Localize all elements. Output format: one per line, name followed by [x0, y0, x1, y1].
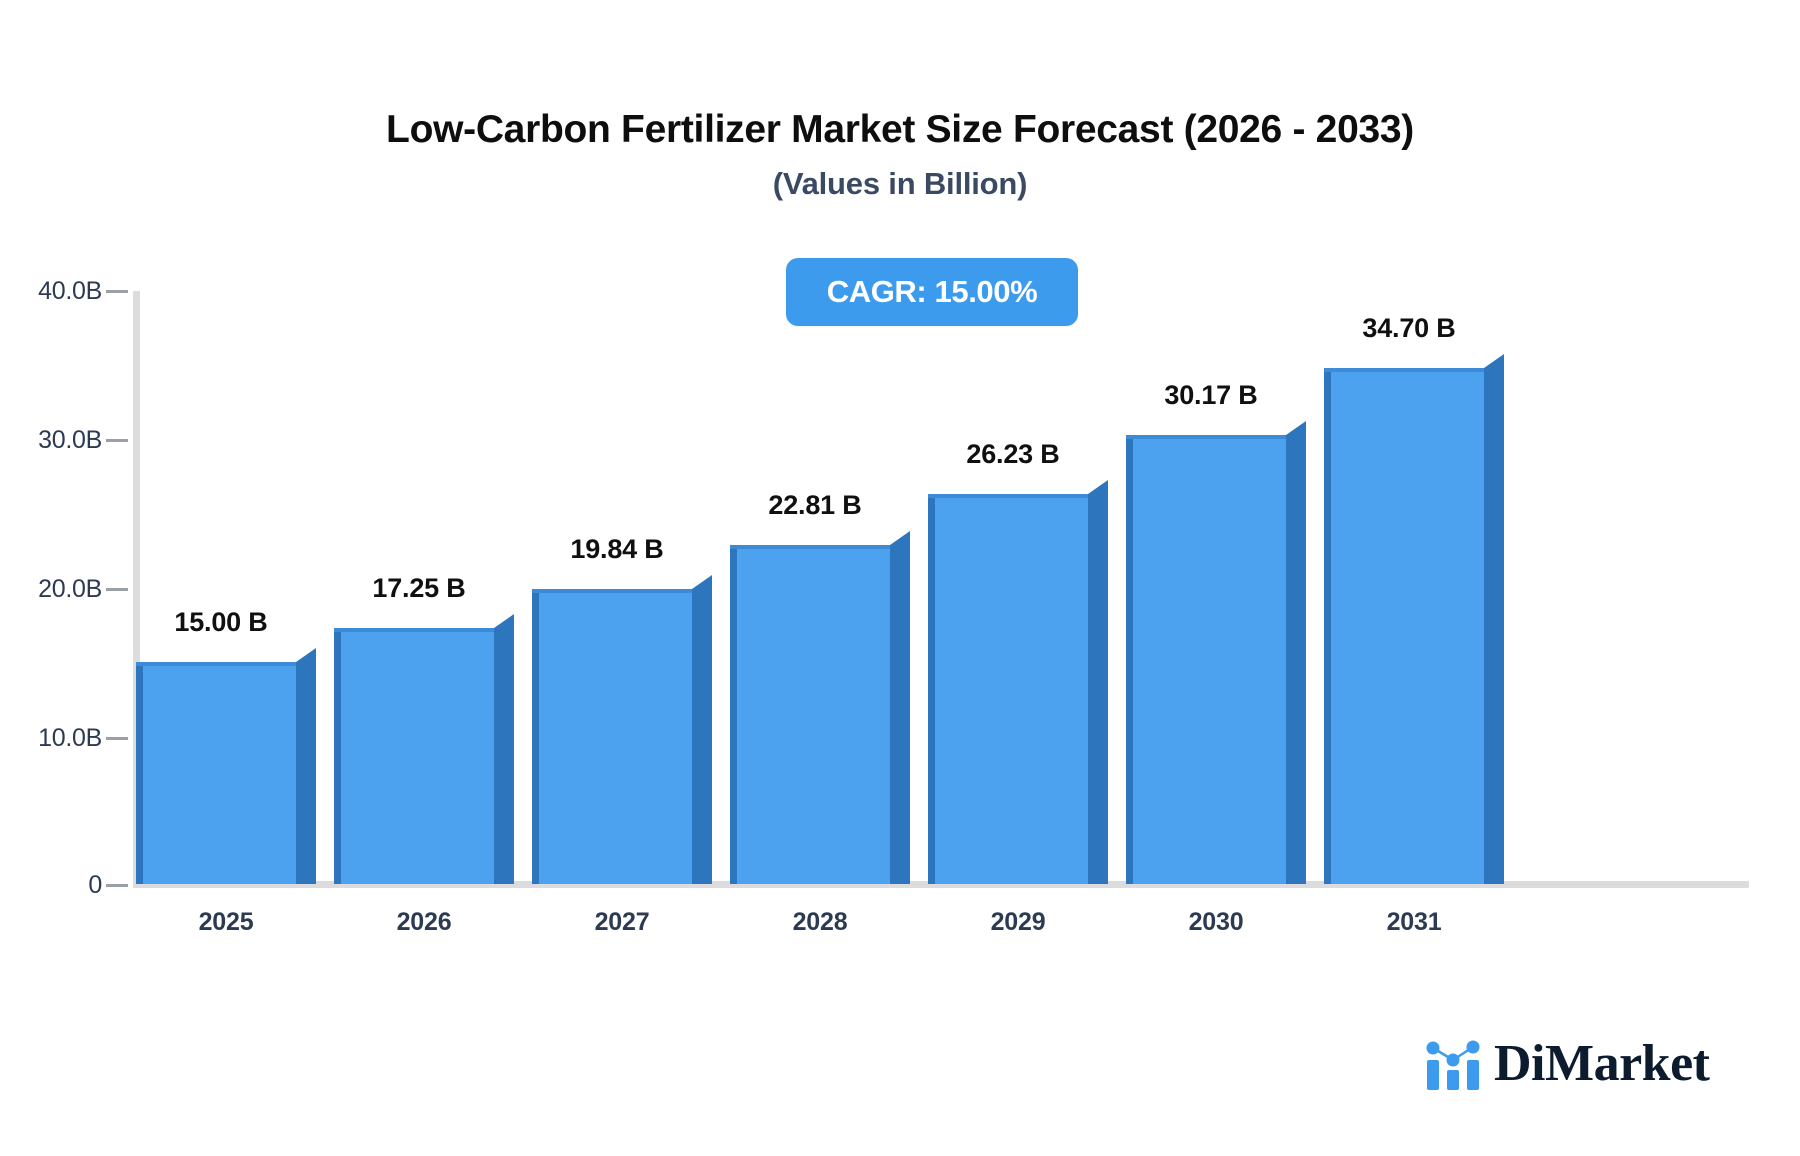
bar-side-face: [296, 662, 316, 884]
bar-side-bevel: [1286, 421, 1306, 435]
y-tick-label-40: 40.0B: [38, 277, 102, 305]
bar-side-face: [692, 589, 712, 884]
bar-top-highlight: [1324, 368, 1484, 372]
bar-front-face: [1324, 368, 1484, 884]
bar-left-edge: [928, 494, 935, 884]
bar-group-2031: 34.70 B: [1324, 0, 1524, 884]
y-tick-mark-20: [106, 588, 128, 591]
brand-logo: DiMarket: [1424, 1035, 1710, 1092]
cagr-badge-label: CAGR: 15.00%: [826, 274, 1038, 309]
bar-group-2025: 15.00 B: [136, 0, 336, 884]
x-tick-label-2026: 2026: [396, 908, 452, 936]
bar-side-face: [1484, 368, 1504, 884]
bar-group-2028: 22.81 B: [730, 0, 930, 884]
bar-group-2029: 26.23 B: [928, 0, 1128, 884]
chart-subtitle: (Values in Billion): [772, 166, 1028, 201]
bar-side-bevel: [296, 648, 316, 662]
y-tick-mark-10: [106, 737, 128, 740]
bar-group-2027: 19.84 B: [532, 0, 732, 884]
bar-front-face: [334, 628, 494, 884]
bar-group-2030: 30.17 B: [1126, 0, 1326, 884]
x-axis-line: [133, 881, 1749, 888]
bar-side-bevel: [692, 575, 712, 589]
bar-left-edge: [136, 662, 143, 884]
bar-value-label-2028: 22.81 B: [768, 490, 862, 520]
bar-value-label-2027: 19.84 B: [570, 534, 664, 564]
bar-top-highlight: [532, 589, 692, 593]
y-tick-mark-0: [106, 884, 128, 887]
bar-front-face: [136, 662, 296, 884]
bar-side-face: [890, 545, 910, 884]
bar-top-highlight: [928, 494, 1088, 498]
bar-front-face: [1126, 435, 1286, 884]
bar-value-label-2031: 34.70 B: [1362, 313, 1456, 343]
bar-side-face: [1286, 435, 1306, 884]
bar-side-bevel: [494, 614, 514, 628]
bar-side-bevel: [890, 531, 910, 545]
bar-value-label-2030: 30.17 B: [1164, 380, 1258, 410]
bar-top-highlight: [730, 545, 890, 549]
bar-chart-icon: [1426, 1040, 1480, 1090]
x-tick-label-2030: 2030: [1188, 908, 1244, 936]
bar-side-face: [494, 628, 514, 884]
bar-top-highlight: [1126, 435, 1286, 439]
bar-value-label-2029: 26.23 B: [966, 439, 1060, 469]
x-tick-label-2031: 2031: [1386, 908, 1442, 936]
bar-top-highlight: [334, 628, 494, 632]
y-tick-mark-40: [106, 290, 128, 293]
bar-side-bevel: [1484, 354, 1504, 368]
bar-front-face: [532, 589, 692, 884]
y-tick-label-20: 20.0B: [38, 575, 102, 603]
y-tick-mark-30: [106, 439, 128, 442]
bar-value-label-2026: 17.25 B: [372, 573, 466, 603]
bar-top-highlight: [136, 662, 296, 666]
bar-left-edge: [334, 628, 341, 884]
chart-title: Low-Carbon Fertilizer Market Size Foreca…: [386, 108, 1414, 151]
x-tick-label-2025: 2025: [198, 908, 254, 936]
bar-left-edge: [1324, 368, 1331, 884]
x-tick-label-2029: 2029: [990, 908, 1046, 936]
y-tick-label-30: 30.0B: [38, 426, 102, 454]
bar-front-face: [730, 545, 890, 884]
y-tick-label-10: 10.0B: [38, 724, 102, 752]
y-axis-line: [133, 291, 140, 888]
bar-front-face: [928, 494, 1088, 884]
bar-left-edge: [1126, 435, 1133, 884]
bar-value-label-2025: 15.00 B: [174, 607, 268, 637]
x-tick-label-2027: 2027: [594, 908, 650, 936]
y-tick-label-0: 0: [88, 871, 102, 899]
x-tick-label-2028: 2028: [792, 908, 848, 936]
bar-left-edge: [532, 589, 539, 884]
cagr-badge: CAGR: 15.00%: [786, 258, 1078, 326]
bar-group-2026: 17.25 B: [334, 0, 534, 884]
bar-side-bevel: [1088, 480, 1108, 494]
bar-side-face: [1088, 494, 1108, 884]
brand-name: DiMarket: [1494, 1035, 1710, 1092]
bar-left-edge: [730, 545, 737, 884]
